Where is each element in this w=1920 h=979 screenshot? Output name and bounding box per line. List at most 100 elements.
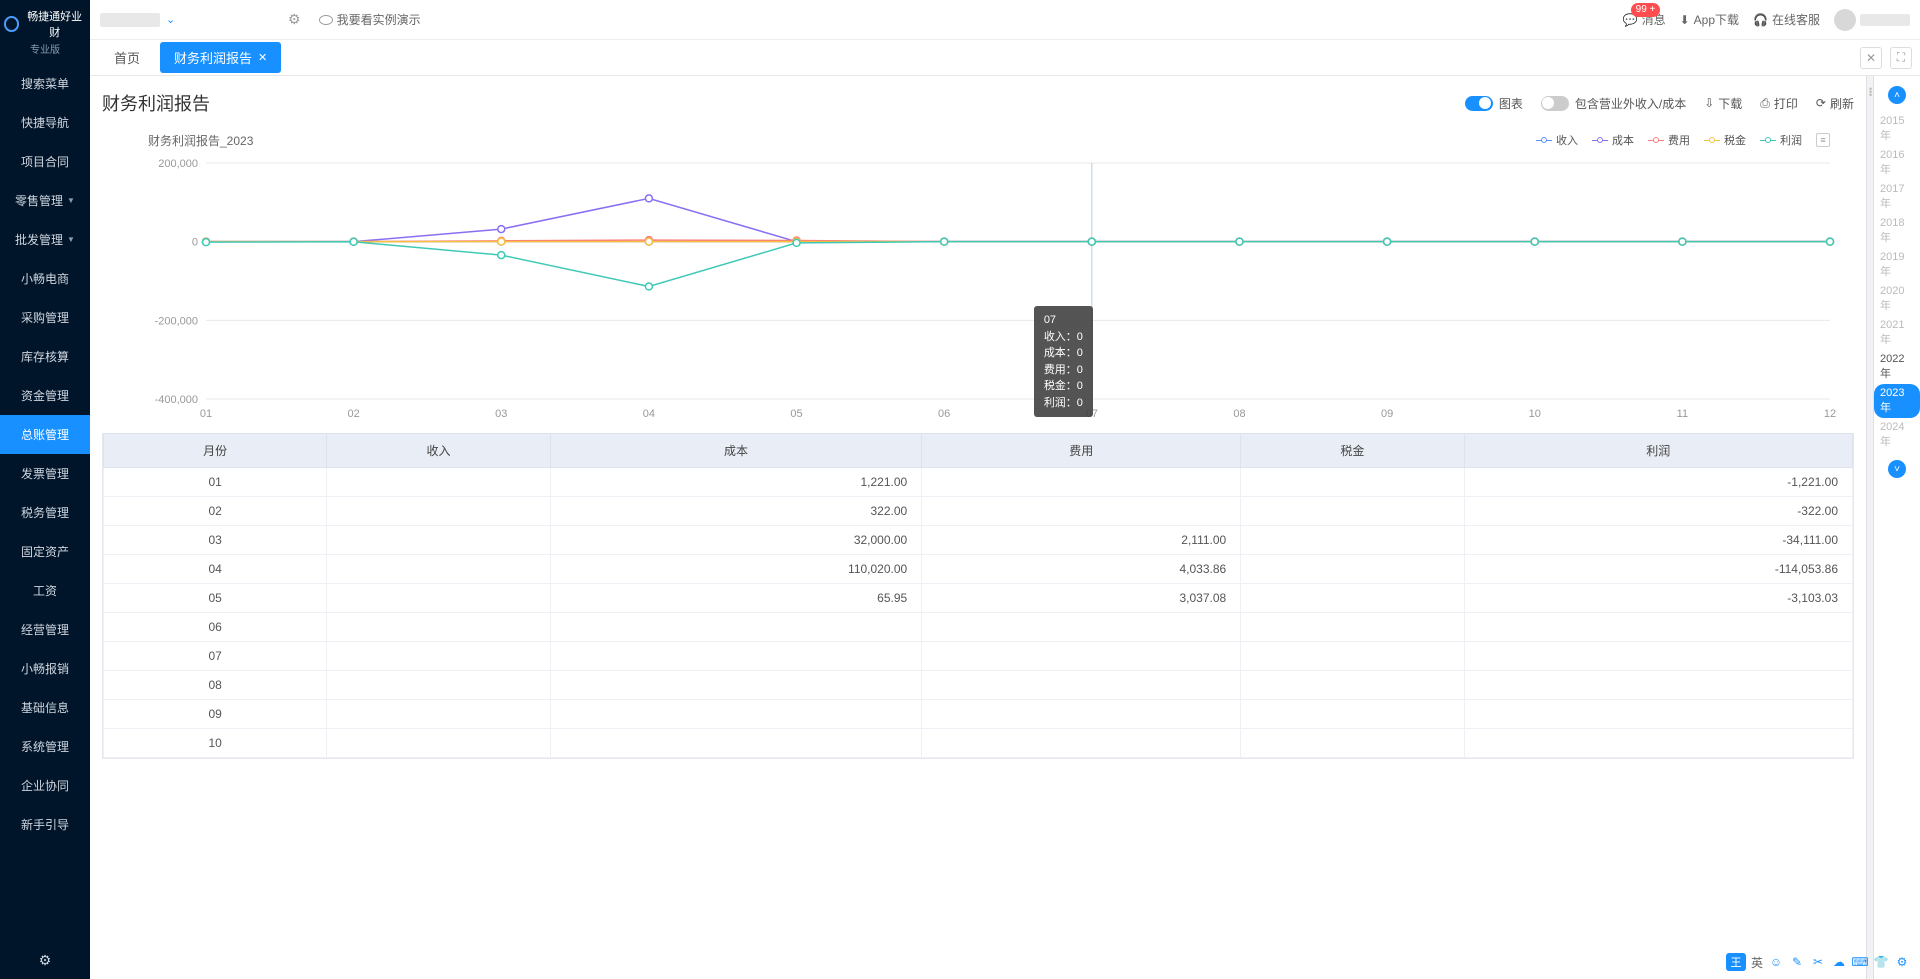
download-icon: ⬇ [1680,13,1690,27]
user-menu[interactable] [1834,9,1910,31]
drag-dots-icon: • • • [1869,88,1873,97]
chart-legend: 收入成本费用税金利润 ≡ [1536,132,1830,148]
topbar: ⌄ ⚙ 我要看实例演示 💬 消息 99 + ⬇ App下载 🎧 在线客服 [90,0,1920,40]
year-item[interactable]: 2015年 [1874,112,1920,146]
settings-icon[interactable]: ⚙ [288,11,301,28]
sidebar-item[interactable]: 采购管理 [0,298,90,337]
extra-toggle[interactable] [1541,96,1569,111]
sidebar-item[interactable]: 新手引导 [0,805,90,844]
svg-text:200,000: 200,000 [158,158,198,170]
chart-toggle[interactable] [1465,96,1493,111]
sidebar-item[interactable]: 批发管理▼ [0,220,90,259]
brand-name: 畅捷通好业财 [23,8,86,40]
ime-icon-2[interactable]: ✎ [1789,954,1805,970]
table-row: 0332,000.002,111.00-34,111.00 [104,526,1853,555]
table-row: 07 [104,642,1853,671]
ime-icon-1[interactable]: ☺ [1768,954,1784,970]
tab-home-label: 首页 [114,48,140,67]
sidebar-item[interactable]: 经营管理 [0,610,90,649]
year-up-button[interactable]: ˄ [1888,86,1906,104]
sidebar-item[interactable]: 小畅电商 [0,259,90,298]
sidebar-item[interactable]: 资金管理 [0,376,90,415]
brand: 畅捷通好业财 专业版 [0,0,90,64]
sidebar-item[interactable]: 发票管理 [0,454,90,493]
download-label: 下载 [1718,95,1742,112]
ime-icon-3[interactable]: ✂ [1810,954,1826,970]
sidebar-item[interactable]: 零售管理▼ [0,181,90,220]
download-button[interactable]: ⬇ App下载 [1680,11,1739,28]
print-label: 打印 [1774,95,1798,112]
refresh-label: 刷新 [1830,95,1854,112]
close-tab-button[interactable]: ✕ [1860,47,1882,69]
refresh-action[interactable]: ⟳刷新 [1816,95,1854,112]
svg-text:02: 02 [348,408,360,420]
legend-item[interactable]: 收入 [1536,132,1578,148]
fullscreen-button[interactable]: ⛶ [1890,47,1912,69]
svg-text:01: 01 [200,408,212,420]
year-item[interactable]: 2019年 [1874,248,1920,282]
resize-handle[interactable]: • • • [1866,76,1874,979]
svg-text:11: 11 [1677,408,1688,420]
ime-lang[interactable]: 英 [1751,954,1763,970]
chart-box: 财务利润报告_2023 收入成本费用税金利润≡ 200,0000-200,000… [96,126,1860,433]
ime-bar: 王 英 ☺ ✎ ✂ ☁ ⌨ 👕 ⚙ [1726,953,1910,971]
legend-item[interactable]: 税金 [1704,132,1746,148]
year-item[interactable]: 2016年 [1874,146,1920,180]
extra-toggle-label: 包含营业外收入/成本 [1575,95,1686,112]
svg-text:08: 08 [1233,408,1245,420]
sidebar-item[interactable]: 基础信息 [0,688,90,727]
legend-item[interactable]: 费用 [1648,132,1690,148]
org-name-redacted [100,13,160,27]
ime-icon-5[interactable]: ⌨ [1852,954,1868,970]
messages-button[interactable]: 💬 消息 99 + [1623,11,1666,28]
year-down-button[interactable]: ˅ [1888,460,1906,478]
download-action[interactable]: ⇩ 下载 [1704,95,1742,112]
download-icon: ⇩ [1704,96,1714,110]
demo-link[interactable]: 我要看实例演示 [319,11,421,28]
year-item[interactable]: 2024年 [1874,418,1920,452]
sidebar-menu: 搜索菜单快捷导航项目合同零售管理▼批发管理▼小畅电商采购管理库存核算资金管理总账… [0,64,90,942]
sidebar-item[interactable]: 库存核算 [0,337,90,376]
ime-icon-7[interactable]: ⚙ [1894,954,1910,970]
ime-wang-icon[interactable]: 王 [1726,953,1746,971]
org-selector[interactable]: ⌄ [100,13,280,27]
legend-more-icon[interactable]: ≡ [1816,133,1830,147]
sidebar-item[interactable]: 系统管理 [0,727,90,766]
tab-home[interactable]: 首页 [100,42,154,73]
year-item[interactable]: 2022年 [1874,350,1920,384]
table-header: 费用 [922,434,1241,468]
sidebar-item[interactable]: 项目合同 [0,142,90,181]
table-row: 10 [104,729,1853,758]
brand-logo-icon [4,16,19,32]
report-header: 财务利润报告 图表 包含营业外收入/成本 ⇩下载 ⎙打印 ⟳刷新 [96,76,1860,126]
year-item[interactable]: 2018年 [1874,214,1920,248]
sidebar-item[interactable]: 快捷导航 [0,103,90,142]
tab-report-label: 财务利润报告 [174,48,252,67]
sidebar-item[interactable]: 搜索菜单 [0,64,90,103]
ime-icon-4[interactable]: ☁ [1831,954,1847,970]
ime-icon-6[interactable]: 👕 [1873,954,1889,970]
service-button[interactable]: 🎧 在线客服 [1753,11,1820,28]
sidebar-item[interactable]: 固定资产 [0,532,90,571]
sidebar-item[interactable]: 小畅报销 [0,649,90,688]
table-row: 011,221.00-1,221.00 [104,468,1853,497]
chevron-down-icon: ▼ [67,196,75,205]
tab-report[interactable]: 财务利润报告 ✕ [160,42,281,73]
headset-icon: 🎧 [1753,13,1768,27]
year-item[interactable]: 2020年 [1874,282,1920,316]
print-action[interactable]: ⎙ 打印 [1760,95,1798,112]
year-item[interactable]: 2017年 [1874,180,1920,214]
data-table: 月份收入成本费用税金利润 011,221.00-1,221.0002322.00… [103,433,1853,758]
sidebar-item[interactable]: 工资 [0,571,90,610]
close-icon[interactable]: ✕ [258,51,267,64]
year-item[interactable]: 2021年 [1874,316,1920,350]
sidebar-item[interactable]: 税务管理 [0,493,90,532]
legend-item[interactable]: 利润 [1760,132,1802,148]
profit-chart[interactable]: 200,0000-200,000-400,0000102030405060708… [106,153,1850,423]
sidebar-settings[interactable]: ⚙ [0,942,90,979]
legend-item[interactable]: 成本 [1592,132,1634,148]
print-icon: ⎙ [1760,96,1770,111]
year-item[interactable]: 2023年 [1874,384,1920,418]
sidebar-item[interactable]: 总账管理 [0,415,90,454]
sidebar-item[interactable]: 企业协同 [0,766,90,805]
